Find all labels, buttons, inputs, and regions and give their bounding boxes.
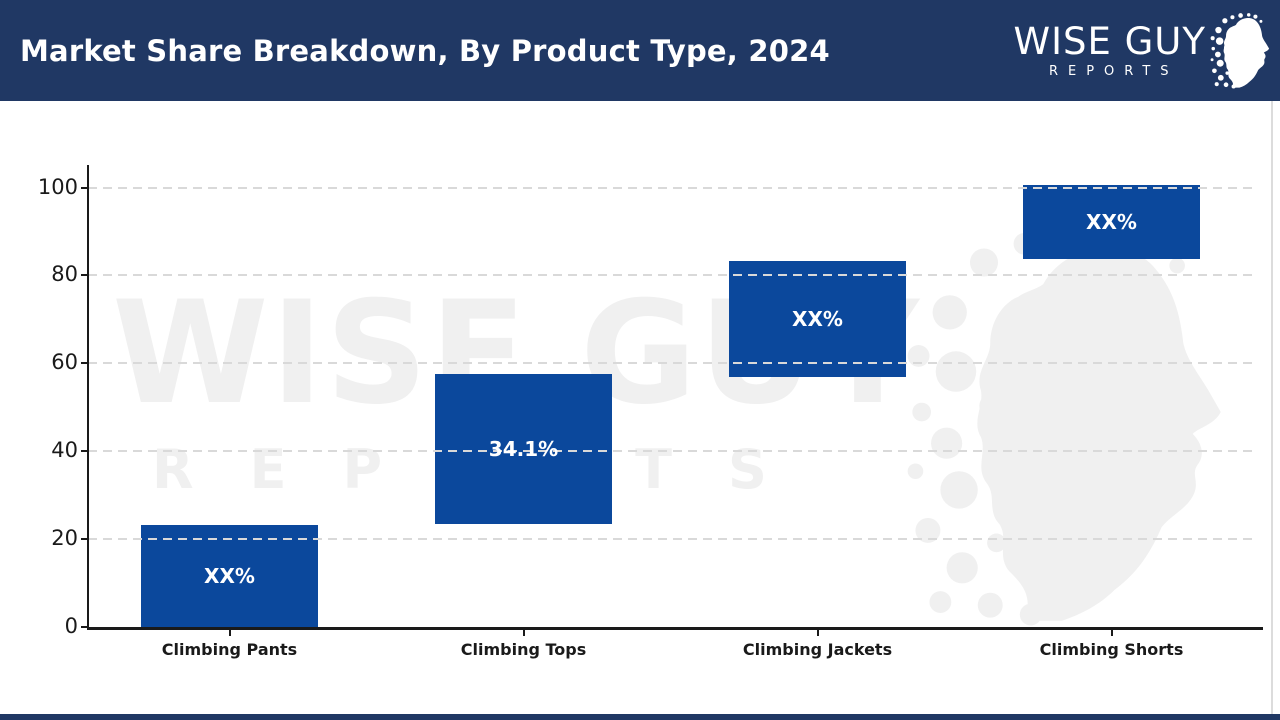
y-tick-60 xyxy=(81,362,88,365)
logo-wiseguy-text: WISE GUY xyxy=(1013,20,1206,64)
right-border-line xyxy=(1271,101,1273,714)
gridline-60 xyxy=(88,362,1255,365)
gridline-80 xyxy=(88,274,1255,277)
y-tick-0 xyxy=(81,626,88,628)
y-tick-label-80: 80 xyxy=(51,262,78,287)
y-tick-100 xyxy=(81,186,88,189)
bar-climbing-shorts xyxy=(1023,185,1200,260)
bar-climbing-pants xyxy=(141,525,318,627)
bar-value-label: 34.1% xyxy=(488,437,559,462)
x-tick-3 xyxy=(1110,629,1113,636)
bar-value-label: XX% xyxy=(792,306,843,331)
wise-guy-reports-logo: WISE GUY REPORTS xyxy=(1014,8,1272,94)
x-axis-line xyxy=(87,627,1263,630)
y-tick-20 xyxy=(81,538,88,541)
gridline-20 xyxy=(88,538,1255,541)
y-tick-label-100: 100 xyxy=(37,174,78,199)
y-tick-label-20: 20 xyxy=(51,526,78,551)
y-tick-label-40: 40 xyxy=(51,438,78,463)
x-category-label: Climbing Shorts xyxy=(1039,640,1184,659)
x-tick-2 xyxy=(816,629,819,636)
logo-reports-text: REPORTS xyxy=(1048,63,1179,79)
x-category-label: Climbing Pants xyxy=(161,640,298,659)
gridline-40 xyxy=(88,450,1255,453)
x-category-label: Climbing Jackets xyxy=(742,640,893,659)
bar-value-label: XX% xyxy=(204,564,255,588)
x-tick-1 xyxy=(522,629,525,636)
page-title: Market Share Breakdown, By Product Type,… xyxy=(20,33,830,68)
y-tick-40 xyxy=(81,450,88,453)
bar-value-label: XX% xyxy=(1086,210,1137,235)
footer-bar xyxy=(0,714,1280,720)
bar-climbing-jackets xyxy=(729,260,906,377)
header-bar: Market Share Breakdown, By Product Type,… xyxy=(0,0,1280,101)
y-tick-80 xyxy=(81,274,88,277)
y-axis-line xyxy=(87,165,89,629)
bar-climbing-tops xyxy=(435,374,612,525)
x-category-label: Climbing Tops xyxy=(460,640,587,659)
y-tick-label-0: 0 xyxy=(64,614,78,638)
x-tick-0 xyxy=(228,629,231,636)
y-tick-label-60: 60 xyxy=(51,350,78,375)
gridline-100 xyxy=(88,186,1255,189)
